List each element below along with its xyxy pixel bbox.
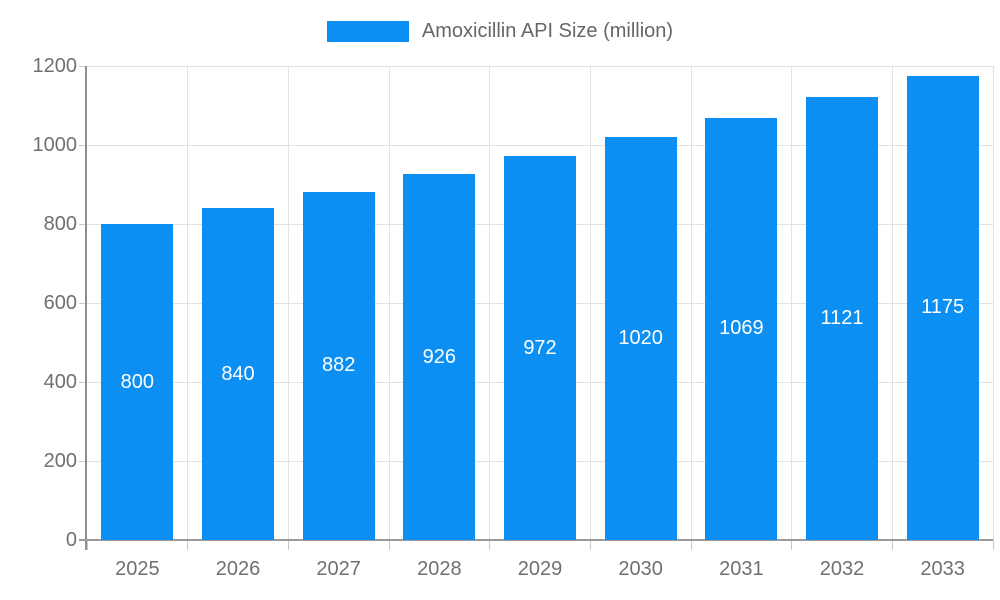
x-axis-tick-label: 2029 — [517, 558, 563, 580]
bar-value-label: 840 — [221, 362, 255, 385]
y-axis-tick-label: 800 — [43, 213, 77, 235]
y-axis-tick-label: 0 — [65, 529, 77, 551]
x-axis-tick — [187, 540, 189, 550]
x-axis-tick-label: 2025 — [115, 558, 160, 580]
y-axis-tick-label: 200 — [43, 450, 77, 472]
bar: 1121 — [806, 97, 878, 540]
bar: 1069 — [705, 117, 778, 540]
x-axis-tick-label: 2032 — [819, 558, 865, 580]
y-axis-tick-label: 1200 — [32, 55, 78, 77]
vertical-gridline — [791, 66, 793, 540]
bar-value-label: 926 — [422, 345, 457, 368]
horizontal-gridline — [87, 144, 993, 146]
bar-value-label: 1175 — [921, 296, 965, 319]
bar: 1020 — [604, 137, 677, 540]
bar-value-label: 972 — [523, 336, 557, 359]
bar-value-label: 882 — [321, 354, 356, 377]
vertical-gridline — [388, 66, 390, 540]
vertical-gridline — [690, 66, 692, 540]
vertical-gridline — [187, 66, 189, 540]
bar: 972 — [504, 156, 576, 540]
x-axis-tick — [589, 540, 591, 550]
vertical-gridline — [589, 66, 591, 540]
x-axis-tick — [489, 540, 491, 550]
bar: 1175 — [906, 75, 979, 540]
x-axis-tick — [891, 540, 893, 550]
y-axis-tick — [79, 144, 87, 146]
y-axis-tick — [79, 302, 87, 304]
y-axis-tick-label: 1000 — [32, 134, 78, 156]
y-axis-tick — [79, 223, 87, 225]
x-axis-line — [79, 539, 993, 541]
y-axis-tick-label: 400 — [43, 371, 77, 393]
bar-value-label: 1121 — [820, 307, 864, 330]
y-axis-tick-label: 600 — [43, 292, 77, 314]
bar-value-label: 1020 — [618, 327, 663, 350]
x-axis-tick — [287, 540, 289, 550]
vertical-gridline — [992, 66, 994, 540]
horizontal-gridline — [87, 65, 993, 67]
x-axis-tick-label: 2033 — [920, 558, 965, 580]
x-axis-tick — [992, 540, 994, 550]
y-axis-tick — [79, 65, 87, 67]
bar: 840 — [202, 208, 274, 540]
y-axis-line — [85, 66, 87, 550]
vertical-gridline — [489, 66, 491, 540]
bar: 926 — [403, 174, 476, 540]
x-axis-tick-label: 2031 — [719, 558, 764, 580]
x-axis-tick-label: 2030 — [618, 558, 663, 580]
x-axis-tick — [388, 540, 390, 550]
vertical-gridline — [287, 66, 289, 540]
x-axis-tick-label: 2027 — [316, 558, 361, 580]
x-axis-tick — [690, 540, 692, 550]
bar-value-label: 1069 — [719, 317, 764, 340]
x-axis-tick — [86, 540, 88, 550]
legend-swatch-icon — [326, 21, 409, 42]
x-axis-tick-label: 2026 — [215, 558, 261, 580]
chart-legend[interactable]: Amoxicillin API Size (million) — [0, 20, 1000, 43]
bar: 800 — [101, 224, 174, 540]
vertical-gridline — [891, 66, 893, 540]
bar-value-label: 800 — [120, 370, 155, 393]
x-axis-tick-label: 2028 — [417, 558, 462, 580]
y-axis-tick — [79, 460, 87, 462]
y-axis-tick — [79, 381, 87, 383]
bar: 882 — [302, 191, 375, 540]
legend-label: Amoxicillin API Size (million) — [421, 20, 674, 42]
x-axis-tick — [791, 540, 793, 550]
